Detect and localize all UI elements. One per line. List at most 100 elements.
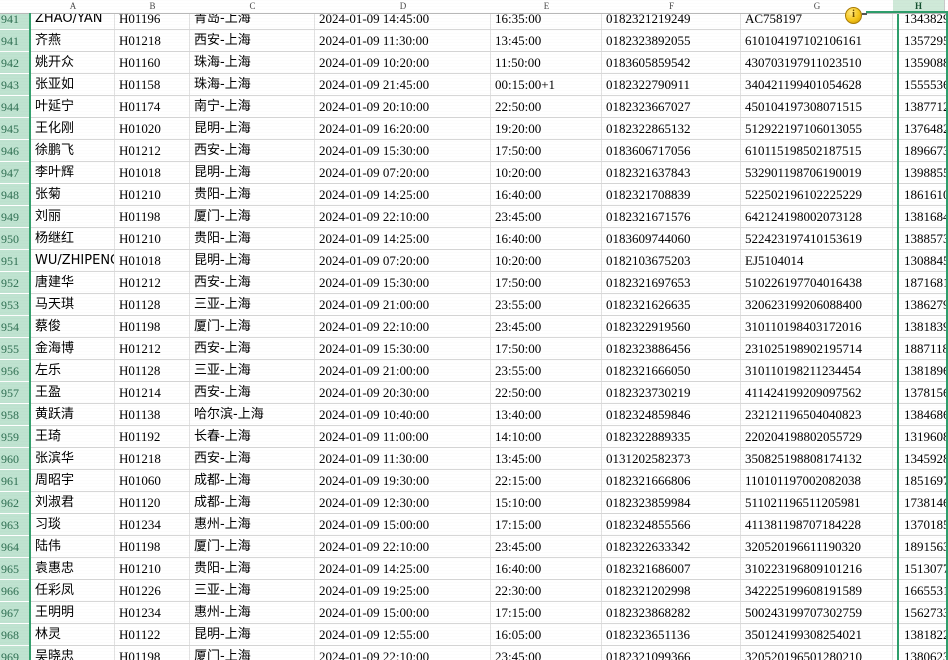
table-row[interactable]: 吴晓忠 H01198 厦门-上海 2024-01-09 22:10:00 23:45:0… — [31, 646, 948, 660]
table-row[interactable]: 黄跃清 H01138 哈尔滨-上海 2024-01-09 10:40:00 13:40:… — [31, 404, 948, 426]
cell-c-964[interactable]: 厦门-上海 — [190, 536, 315, 557]
cell-b-941[interactable]: H01196 — [115, 13, 190, 29]
row-header[interactable]: 954 — [0, 316, 29, 338]
cell-g-963[interactable]: 411381198707184228 — [741, 514, 893, 535]
row-header[interactable]: 957 — [0, 382, 29, 404]
cell-d-946[interactable]: 2024-01-09 15:30:00 — [315, 140, 491, 161]
cell-b-965[interactable]: H01210 — [115, 558, 190, 579]
row-header[interactable]: 953 — [0, 294, 29, 316]
cell-e-952[interactable]: 17:50:00 — [491, 272, 602, 293]
cell-e-944[interactable]: 22:50:00 — [491, 96, 602, 117]
cell-c-969[interactable]: 厦门-上海 — [190, 646, 315, 660]
row-header[interactable]: 943 — [0, 74, 29, 96]
cell-a-955[interactable]: 金海博 — [31, 338, 115, 359]
cell-d-947[interactable]: 2024-01-09 07:20:00 — [315, 162, 491, 183]
table-row[interactable]: 张亚如 H01158 珠海-上海 2024-01-09 21:45:00 00:15:0… — [31, 74, 948, 96]
cell-f-951[interactable]: 0182103675203 — [602, 250, 741, 271]
cell-b-957[interactable]: H01214 — [115, 382, 190, 403]
cell-b-953[interactable]: H01128 — [115, 294, 190, 315]
cell-g-960[interactable]: 350825198808174132 — [741, 448, 893, 469]
cell-c-948[interactable]: 贵阳-上海 — [190, 184, 315, 205]
cell-h-948[interactable]: 18616100 — [897, 184, 948, 205]
table-row[interactable]: 马天琪 H01128 三亚-上海 2024-01-09 21:00:00 23:55:0… — [31, 294, 948, 316]
cell-d-943[interactable]: 2024-01-09 21:45:00 — [315, 74, 491, 95]
cell-c-945[interactable]: 昆明-上海 — [190, 118, 315, 139]
cell-e-958[interactable]: 13:40:00 — [491, 404, 602, 425]
cell-d-952[interactable]: 2024-01-09 15:30:00 — [315, 272, 491, 293]
cell-h-943[interactable]: 15555361 — [897, 74, 948, 95]
cell-a-952[interactable]: 唐建华 — [31, 272, 115, 293]
cell-g-957[interactable]: 411424199209097562 — [741, 382, 893, 403]
cell-g-941[interactable]: AC758197 — [741, 13, 893, 29]
cell-g-959[interactable]: 220204198802055729 — [741, 426, 893, 447]
cell-a-946[interactable]: 徐鹏飞 — [31, 140, 115, 161]
table-row[interactable]: 叶延宁 H01174 南宁-上海 2024-01-09 20:10:00 22:50:0… — [31, 96, 948, 118]
row-header[interactable]: 951 — [0, 250, 29, 272]
cell-f-941[interactable]: 0182323892055 — [602, 30, 741, 51]
cell-c-943[interactable]: 珠海-上海 — [190, 74, 315, 95]
cell-b-945[interactable]: H01020 — [115, 118, 190, 139]
cell-b-960[interactable]: H01218 — [115, 448, 190, 469]
row-header[interactable]: 961 — [0, 470, 29, 492]
cell-g-947[interactable]: 532901198706190019 — [741, 162, 893, 183]
cell-d-948[interactable]: 2024-01-09 14:25:00 — [315, 184, 491, 205]
cell-a-968[interactable]: 林灵 — [31, 624, 115, 645]
cell-d-951[interactable]: 2024-01-09 07:20:00 — [315, 250, 491, 271]
cell-e-949[interactable]: 23:45:00 — [491, 206, 602, 227]
cell-b-949[interactable]: H01198 — [115, 206, 190, 227]
cell-a-950[interactable]: 杨继红 — [31, 228, 115, 249]
cell-a-944[interactable]: 叶延宁 — [31, 96, 115, 117]
cell-f-957[interactable]: 0182323730219 — [602, 382, 741, 403]
cell-b-954[interactable]: H01198 — [115, 316, 190, 337]
cell-h-958[interactable]: 13846866 — [897, 404, 948, 425]
row-header[interactable]: 947 — [0, 162, 29, 184]
cell-e-941[interactable]: 16:35:00 — [491, 13, 602, 29]
cell-e-947[interactable]: 10:20:00 — [491, 162, 602, 183]
cell-b-943[interactable]: H01158 — [115, 74, 190, 95]
cell-f-965[interactable]: 0182321686007 — [602, 558, 741, 579]
cell-h-942[interactable]: 13590888 — [897, 52, 948, 73]
cell-b-966[interactable]: H01226 — [115, 580, 190, 601]
cell-b-951[interactable]: H01018 — [115, 250, 190, 271]
cell-h-961[interactable]: 18516971 — [897, 470, 948, 491]
cell-f-960[interactable]: 0131202582373 — [602, 448, 741, 469]
cell-f-944[interactable]: 0182323667027 — [602, 96, 741, 117]
cell-c-941[interactable]: 青岛-上海 — [190, 13, 315, 29]
cell-d-962[interactable]: 2024-01-09 12:30:00 — [315, 492, 491, 513]
table-row[interactable]: 习琰 H01234 惠州-上海 2024-01-09 15:00:00 17:15:00… — [31, 514, 948, 536]
cell-a-958[interactable]: 黄跃清 — [31, 404, 115, 425]
cell-d-966[interactable]: 2024-01-09 19:25:00 — [315, 580, 491, 601]
row-header[interactable]: 966 — [0, 580, 29, 602]
column-header-b[interactable]: B — [115, 0, 191, 13]
cell-h-951[interactable]: 13088454 — [897, 250, 948, 271]
cell-c-946[interactable]: 西安-上海 — [190, 140, 315, 161]
cell-a-948[interactable]: 张菊 — [31, 184, 115, 205]
row-header[interactable]: 949 — [0, 206, 29, 228]
cell-h-968[interactable]: 13818224 — [897, 624, 948, 645]
table-row[interactable]: 王化刚 H01020 昆明-上海 2024-01-09 16:20:00 19:20:0… — [31, 118, 948, 140]
cell-b-947[interactable]: H01018 — [115, 162, 190, 183]
cell-d-960[interactable]: 2024-01-09 11:30:00 — [315, 448, 491, 469]
row-header[interactable]: 942 — [0, 52, 29, 74]
cell-h-969[interactable]: 13806230 — [897, 646, 948, 660]
cell-e-943[interactable]: 00:15:00+1 — [491, 74, 602, 95]
cell-h-954[interactable]: 13818390 — [897, 316, 948, 337]
cell-e-967[interactable]: 17:15:00 — [491, 602, 602, 623]
table-row[interactable]: 蔡俊 H01198 厦门-上海 2024-01-09 22:10:00 23:45:00… — [31, 316, 948, 338]
table-row[interactable]: 张滨华 H01218 西安-上海 2024-01-09 11:30:00 13:45:0… — [31, 448, 948, 470]
cell-e-941[interactable]: 13:45:00 — [491, 30, 602, 51]
cell-c-947[interactable]: 昆明-上海 — [190, 162, 315, 183]
cell-a-954[interactable]: 蔡俊 — [31, 316, 115, 337]
cell-g-955[interactable]: 231025198902195714 — [741, 338, 893, 359]
table-row[interactable]: 张菊 H01210 贵阳-上海 2024-01-09 14:25:00 16:40:00… — [31, 184, 948, 206]
cell-a-951[interactable]: WU/ZHIPENG — [31, 250, 115, 271]
cell-f-945[interactable]: 0182322865132 — [602, 118, 741, 139]
cell-e-961[interactable]: 22:15:00 — [491, 470, 602, 491]
cell-g-953[interactable]: 320623199206088400 — [741, 294, 893, 315]
cell-h-949[interactable]: 13816849 — [897, 206, 948, 227]
cell-a-941[interactable]: ZHAO/YAN — [31, 13, 115, 29]
cell-e-965[interactable]: 16:40:00 — [491, 558, 602, 579]
cell-c-944[interactable]: 南宁-上海 — [190, 96, 315, 117]
info-badge-icon[interactable]: i — [845, 7, 862, 24]
